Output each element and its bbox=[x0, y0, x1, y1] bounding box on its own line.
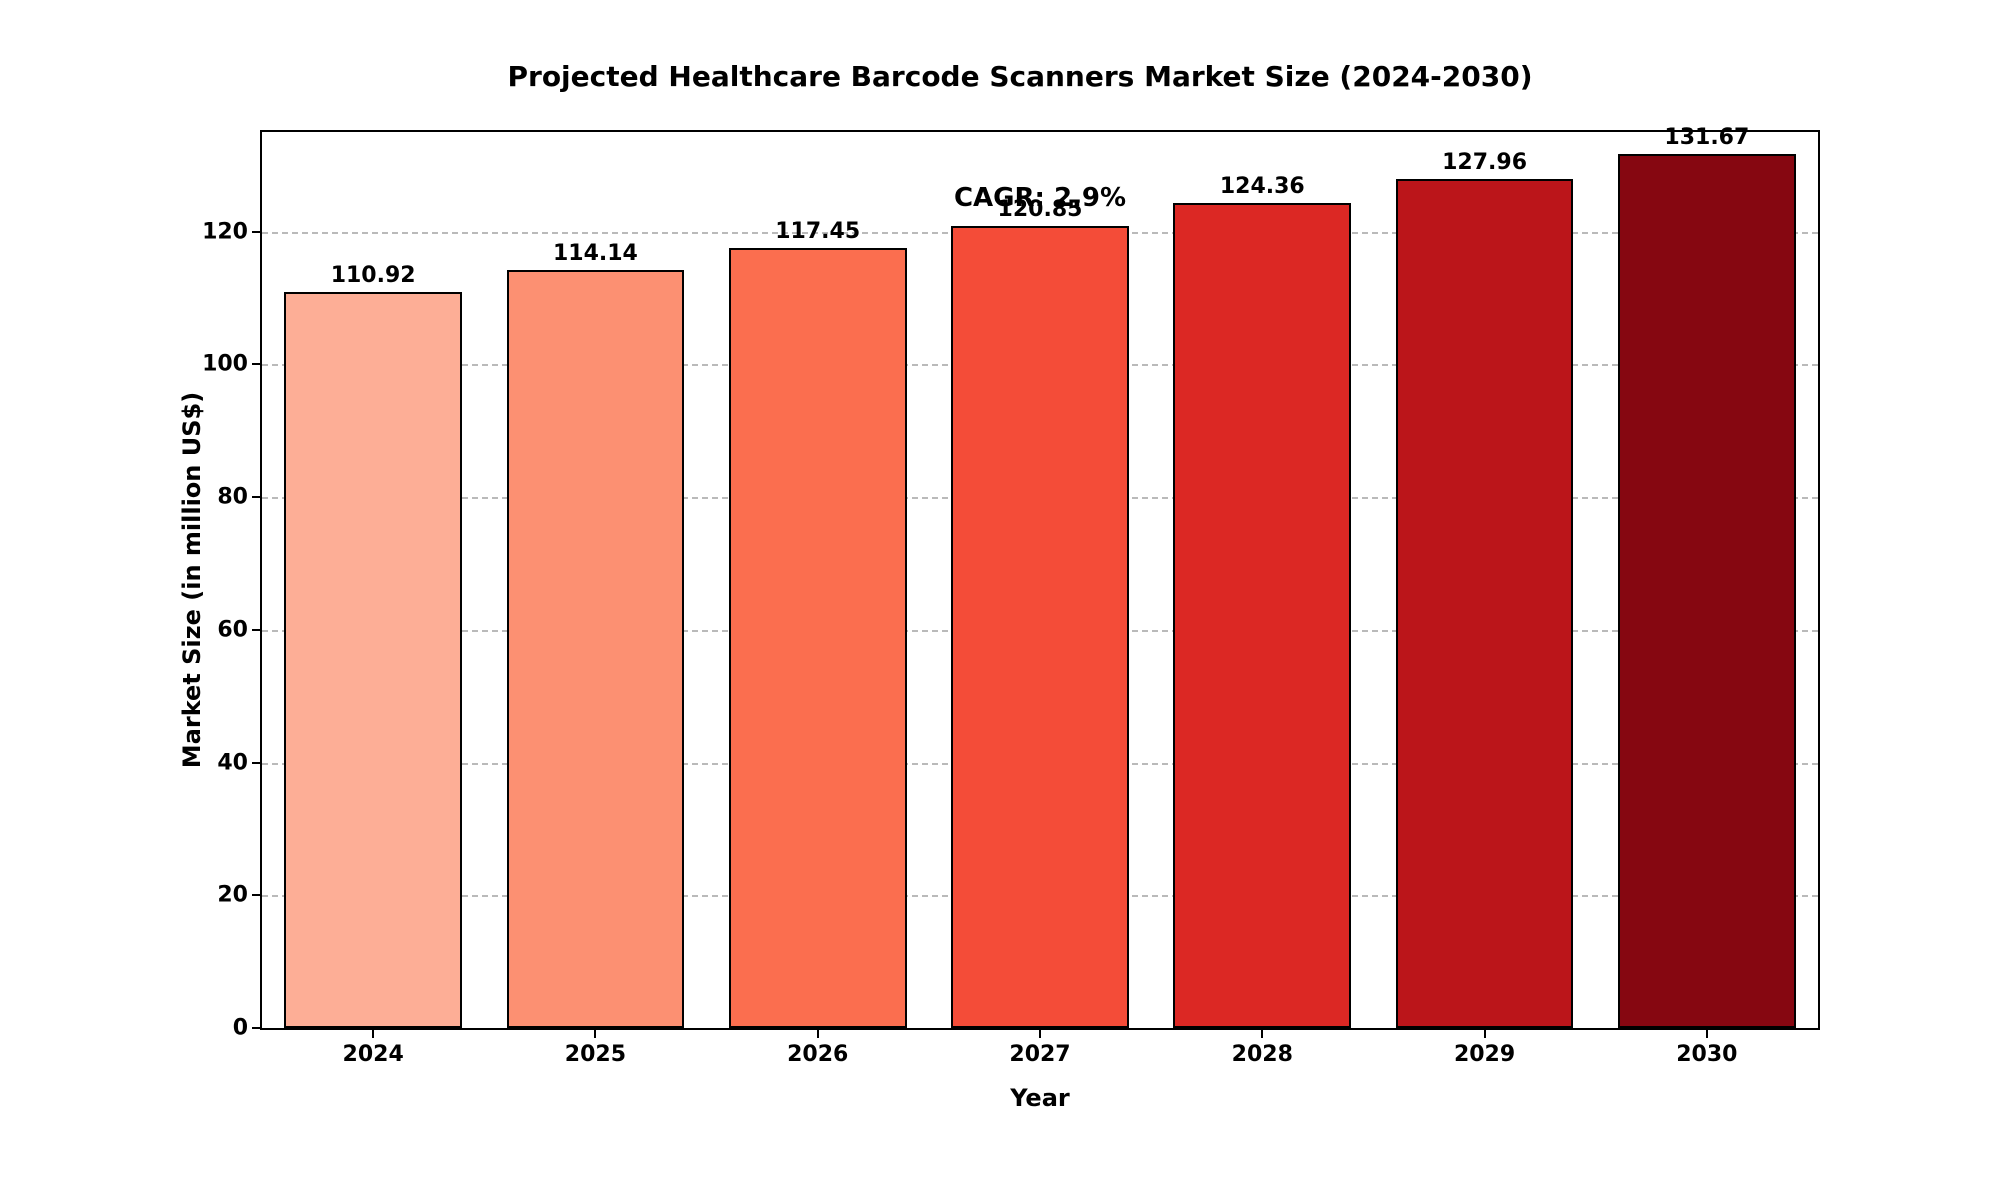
bar bbox=[729, 248, 907, 1028]
x-tick-mark bbox=[1261, 1028, 1263, 1038]
bar-value-label: 110.92 bbox=[331, 263, 416, 292]
y-tick-mark bbox=[252, 1027, 262, 1029]
bar-value-label: 117.45 bbox=[775, 219, 860, 248]
bar-value-label: 131.67 bbox=[1664, 125, 1749, 154]
bar-value-label: 114.14 bbox=[553, 241, 638, 270]
cagr-annotation: CAGR: 2.9% bbox=[954, 183, 1126, 213]
x-tick-mark bbox=[817, 1028, 819, 1038]
y-tick-mark bbox=[252, 894, 262, 896]
x-tick-mark bbox=[1484, 1028, 1486, 1038]
x-tick-mark bbox=[1039, 1028, 1041, 1038]
x-axis-label: Year bbox=[1010, 1084, 1069, 1112]
y-axis-label: Market Size (in million US$) bbox=[178, 392, 206, 768]
bar bbox=[284, 292, 462, 1028]
chart-container: Projected Healthcare Barcode Scanners Ma… bbox=[170, 60, 1870, 1120]
x-tick-mark bbox=[1706, 1028, 1708, 1038]
y-tick-mark bbox=[252, 762, 262, 764]
y-tick-mark bbox=[252, 231, 262, 233]
bar-value-label: 127.96 bbox=[1442, 150, 1527, 179]
bar bbox=[951, 226, 1129, 1028]
y-tick-mark bbox=[252, 629, 262, 631]
y-tick-mark bbox=[252, 496, 262, 498]
chart-title: Projected Healthcare Barcode Scanners Ma… bbox=[170, 60, 1870, 93]
bar bbox=[507, 270, 685, 1028]
bar-value-label: 124.36 bbox=[1220, 174, 1305, 203]
x-tick-mark bbox=[372, 1028, 374, 1038]
bar bbox=[1173, 203, 1351, 1028]
x-tick-mark bbox=[594, 1028, 596, 1038]
bar bbox=[1396, 179, 1574, 1028]
plot-area: Market Size (in million US$) Year 020406… bbox=[260, 130, 1820, 1030]
y-tick-mark bbox=[252, 363, 262, 365]
bar bbox=[1618, 154, 1796, 1028]
